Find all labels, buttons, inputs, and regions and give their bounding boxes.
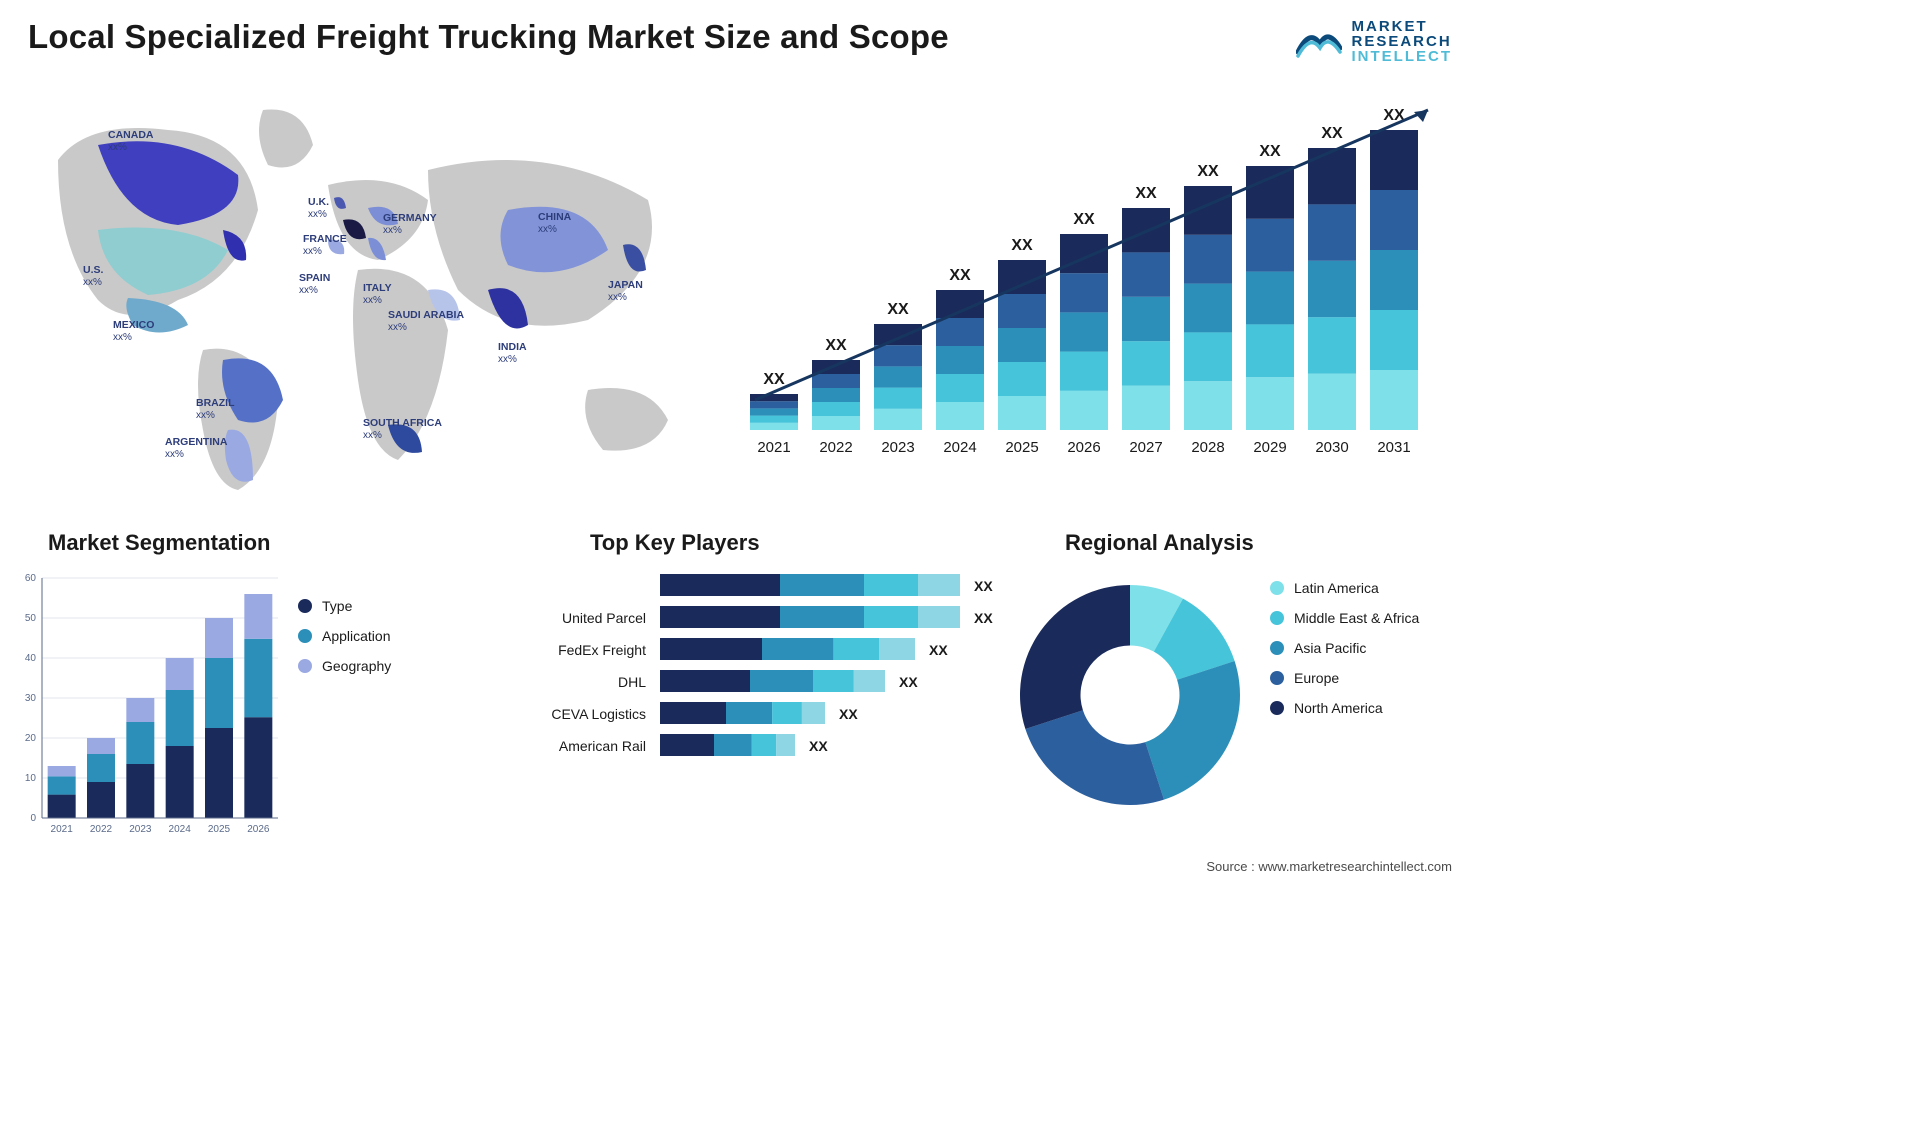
svg-text:XX: XX — [1197, 163, 1219, 180]
growth-bar-chart: XX 2021 XX 2022 XX 2023 XX 2024 XX 2025 XX 2026 XX 20… — [740, 90, 1440, 470]
svg-text:XX: XX — [929, 642, 948, 658]
world-map: CANADAxx% U.S.xx% MEXICOxx% BRAZILxx% ARGENT… — [28, 90, 708, 500]
svg-text:XX: XX — [974, 578, 993, 594]
svg-text:2021: 2021 — [757, 439, 790, 456]
svg-text:60: 60 — [25, 573, 37, 584]
map-label-spain: SPAINxx% — [299, 273, 330, 296]
map-label-china: CHINAxx% — [538, 212, 571, 235]
map-label-italy: ITALYxx% — [363, 283, 392, 306]
svg-text:20: 20 — [25, 733, 37, 744]
regional-heading: Regional Analysis — [1065, 530, 1254, 556]
logo-text-1: MARKET — [1352, 19, 1453, 34]
svg-text:2021: 2021 — [51, 824, 74, 835]
map-label-japan: JAPANxx% — [608, 280, 643, 303]
key-players-chart: XXXXUnited ParcelXXFedEx FreightXXDHLXXC… — [530, 568, 980, 848]
svg-text:2027: 2027 — [1129, 439, 1162, 456]
regional-legend-europe: Europe — [1270, 670, 1419, 686]
map-label-brazil: BRAZILxx% — [196, 398, 235, 421]
segmentation-legend: Type Application Geography — [298, 598, 391, 688]
svg-text:XX: XX — [1321, 125, 1343, 142]
segmentation-heading: Market Segmentation — [48, 530, 271, 556]
regional-legend-north-america: North America — [1270, 700, 1419, 716]
seg-legend-geography: Geography — [298, 658, 391, 674]
source-value: www.marketresearchintellect.com — [1258, 859, 1452, 874]
map-label-saudi-arabia: SAUDI ARABIAxx% — [388, 310, 464, 333]
svg-text:XX: XX — [825, 337, 847, 354]
players-heading: Top Key Players — [590, 530, 760, 556]
svg-text:American Rail: American Rail — [559, 738, 646, 754]
svg-text:DHL: DHL — [618, 674, 646, 690]
map-label-mexico: MEXICOxx% — [113, 320, 154, 343]
svg-text:2022: 2022 — [819, 439, 852, 456]
svg-text:2031: 2031 — [1377, 439, 1410, 456]
svg-text:0: 0 — [30, 813, 36, 824]
map-label-canada: CANADAxx% — [108, 130, 154, 153]
svg-text:10: 10 — [25, 773, 37, 784]
regional-legend-latin-america: Latin America — [1270, 580, 1419, 596]
brand-logo: MARKET RESEARCH INTELLECT — [1296, 18, 1453, 64]
svg-text:XX: XX — [1073, 211, 1095, 228]
map-label-south-africa: SOUTH AFRICAxx% — [363, 418, 442, 441]
segmentation-chart: 0 10 20 30 40 50 60 2021 2022 2023 2024 2025 2026 — [8, 568, 288, 848]
svg-text:2025: 2025 — [208, 824, 231, 835]
svg-text:XX: XX — [974, 610, 993, 626]
logo-swoosh-icon — [1296, 18, 1342, 64]
svg-text:XX: XX — [899, 674, 918, 690]
svg-text:XX: XX — [839, 706, 858, 722]
regional-donut-chart — [1000, 565, 1260, 825]
map-label-germany: GERMANYxx% — [383, 213, 437, 236]
source-label: Source : — [1206, 859, 1258, 874]
svg-text:XX: XX — [887, 301, 909, 318]
map-label-argentina: ARGENTINAxx% — [165, 437, 227, 460]
page-title: Local Specialized Freight Trucking Marke… — [28, 18, 949, 56]
svg-text:2025: 2025 — [1005, 439, 1038, 456]
regional-legend: Latin America Middle East & Africa Asia Pa… — [1270, 580, 1419, 730]
svg-text:XX: XX — [1135, 185, 1157, 202]
svg-text:2024: 2024 — [169, 824, 192, 835]
svg-text:2022: 2022 — [90, 824, 113, 835]
regional-legend-asia-pacific: Asia Pacific — [1270, 640, 1419, 656]
svg-text:2030: 2030 — [1315, 439, 1348, 456]
svg-text:United Parcel: United Parcel — [562, 610, 646, 626]
svg-text:2026: 2026 — [1067, 439, 1100, 456]
svg-text:CEVA Logistics: CEVA Logistics — [551, 706, 646, 722]
svg-text:2023: 2023 — [129, 824, 152, 835]
svg-text:XX: XX — [809, 738, 828, 754]
svg-text:2029: 2029 — [1253, 439, 1286, 456]
svg-text:XX: XX — [1259, 143, 1281, 160]
svg-text:50: 50 — [25, 613, 37, 624]
logo-text-3: INTELLECT — [1352, 49, 1453, 64]
svg-text:FedEx Freight: FedEx Freight — [558, 642, 646, 658]
svg-text:2023: 2023 — [881, 439, 914, 456]
map-label-u-k-: U.K.xx% — [308, 197, 329, 220]
svg-text:40: 40 — [25, 653, 37, 664]
svg-text:2028: 2028 — [1191, 439, 1224, 456]
seg-legend-application: Application — [298, 628, 391, 644]
map-label-france: FRANCExx% — [303, 234, 347, 257]
regional-legend-middle-east-africa: Middle East & Africa — [1270, 610, 1419, 626]
svg-text:2026: 2026 — [247, 824, 270, 835]
map-label-india: INDIAxx% — [498, 342, 527, 365]
logo-text-2: RESEARCH — [1352, 34, 1453, 49]
svg-text:XX: XX — [763, 371, 785, 388]
source-footer: Source : www.marketresearchintellect.com — [1206, 859, 1452, 874]
svg-text:30: 30 — [25, 693, 37, 704]
svg-text:2024: 2024 — [943, 439, 976, 456]
svg-text:XX: XX — [949, 267, 971, 284]
svg-text:XX: XX — [1011, 237, 1033, 254]
seg-legend-type: Type — [298, 598, 391, 614]
map-label-u-s-: U.S.xx% — [83, 265, 103, 288]
